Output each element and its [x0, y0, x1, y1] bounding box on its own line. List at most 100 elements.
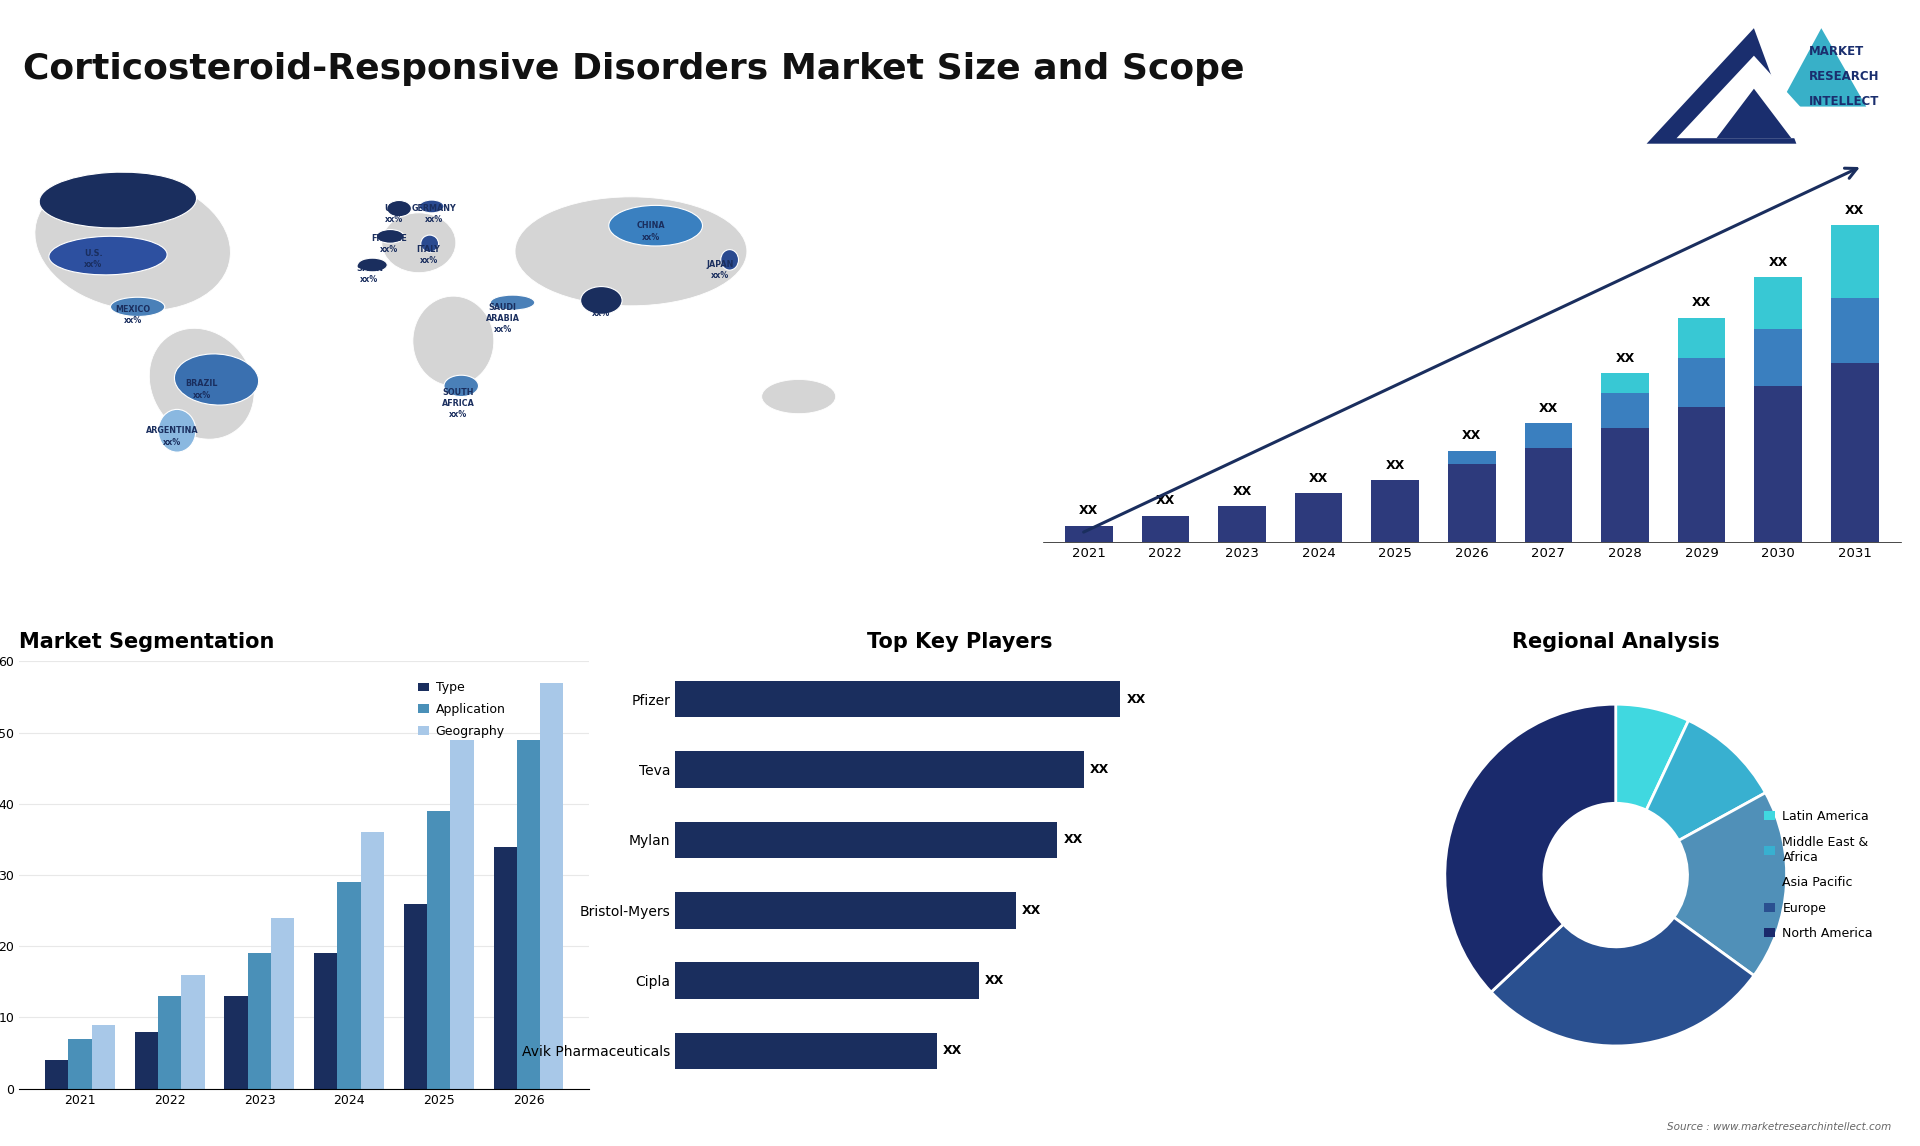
Text: XX: XX: [1091, 763, 1110, 776]
Ellipse shape: [515, 197, 747, 306]
Bar: [338, 882, 361, 1089]
Bar: [676, 752, 1083, 787]
Text: SAUDI
ARABIA
xx%: SAUDI ARABIA xx%: [486, 303, 520, 333]
Ellipse shape: [720, 250, 739, 270]
Ellipse shape: [609, 205, 703, 246]
Bar: [248, 953, 271, 1089]
Ellipse shape: [150, 329, 253, 439]
Bar: [271, 918, 294, 1089]
Text: MEXICO
xx%: MEXICO xx%: [115, 305, 150, 324]
Bar: [676, 681, 1121, 717]
Ellipse shape: [157, 409, 196, 453]
Text: Source : www.marketresearchintellect.com: Source : www.marketresearchintellect.com: [1667, 1122, 1891, 1132]
Text: FRANCE
xx%: FRANCE xx%: [371, 234, 407, 254]
Text: CHINA
xx%: CHINA xx%: [636, 221, 664, 242]
Bar: [1832, 298, 1878, 363]
Bar: [403, 903, 426, 1089]
Ellipse shape: [382, 213, 455, 273]
Polygon shape: [1676, 56, 1828, 139]
Ellipse shape: [48, 236, 167, 275]
Bar: [315, 953, 338, 1089]
Bar: [1832, 363, 1878, 542]
Bar: [1832, 226, 1878, 298]
Bar: [1678, 359, 1726, 407]
Text: XX: XX: [1064, 833, 1083, 847]
Text: XX: XX: [1021, 904, 1041, 917]
Wedge shape: [1617, 704, 1688, 810]
Text: U.K.
xx%: U.K. xx%: [384, 204, 403, 225]
Bar: [1294, 493, 1342, 542]
Bar: [1755, 277, 1803, 329]
Text: XX: XX: [1845, 204, 1864, 217]
Wedge shape: [1492, 917, 1755, 1046]
Bar: [1678, 407, 1726, 542]
Bar: [676, 822, 1058, 858]
Text: GERMANY
xx%: GERMANY xx%: [411, 204, 455, 225]
Ellipse shape: [490, 296, 536, 311]
Polygon shape: [1778, 29, 1866, 107]
Polygon shape: [1647, 29, 1797, 143]
Ellipse shape: [175, 354, 259, 405]
Bar: [1524, 448, 1572, 542]
Bar: [1601, 393, 1649, 429]
Ellipse shape: [420, 235, 438, 252]
Text: SOUTH
AFRICA
xx%: SOUTH AFRICA xx%: [442, 388, 474, 419]
Bar: [157, 996, 180, 1089]
Text: XX: XX: [1538, 402, 1557, 415]
Text: RESEARCH: RESEARCH: [1809, 70, 1880, 83]
Bar: [540, 683, 563, 1089]
Text: XX: XX: [1127, 692, 1146, 706]
Bar: [1755, 329, 1803, 386]
Text: ARGENTINA
xx%: ARGENTINA xx%: [146, 426, 198, 447]
Bar: [516, 740, 540, 1089]
Text: JAPAN
xx%: JAPAN xx%: [707, 260, 733, 280]
Text: U.S.
xx%: U.S. xx%: [84, 249, 102, 269]
Bar: [426, 811, 451, 1089]
Ellipse shape: [386, 201, 411, 217]
Text: BRAZIL
xx%: BRAZIL xx%: [186, 379, 219, 400]
Bar: [1678, 317, 1726, 359]
Text: XX: XX: [1386, 458, 1405, 472]
Polygon shape: [1716, 88, 1791, 139]
Ellipse shape: [413, 296, 493, 386]
Ellipse shape: [762, 379, 835, 414]
Bar: [451, 740, 474, 1089]
Text: INTELLECT: INTELLECT: [1809, 95, 1880, 108]
Text: XX: XX: [1309, 472, 1329, 485]
Bar: [1142, 516, 1188, 542]
Text: XX: XX: [1079, 504, 1098, 517]
Text: XX: XX: [1463, 430, 1482, 442]
Text: ITALY
xx%: ITALY xx%: [417, 245, 440, 265]
Bar: [676, 963, 979, 999]
Wedge shape: [1674, 793, 1788, 975]
Wedge shape: [1645, 721, 1766, 840]
Ellipse shape: [35, 175, 230, 311]
Bar: [225, 996, 248, 1089]
Bar: [676, 1033, 937, 1069]
Ellipse shape: [444, 375, 478, 397]
Text: Market Segmentation: Market Segmentation: [19, 631, 275, 652]
Text: XX: XX: [1156, 494, 1175, 508]
Ellipse shape: [111, 297, 165, 316]
Bar: [69, 1039, 92, 1089]
Wedge shape: [1446, 704, 1617, 992]
Text: XX: XX: [943, 1044, 962, 1058]
Legend: Latin America, Middle East &
Africa, Asia Pacific, Europe, North America: Latin America, Middle East & Africa, Asi…: [1759, 806, 1878, 945]
Bar: [1448, 452, 1496, 464]
Bar: [1448, 464, 1496, 542]
Bar: [180, 975, 205, 1089]
Bar: [1601, 374, 1649, 393]
Text: Corticosteroid-Responsive Disorders Market Size and Scope: Corticosteroid-Responsive Disorders Mark…: [23, 52, 1244, 86]
Text: XX: XX: [1692, 297, 1711, 309]
Ellipse shape: [580, 286, 622, 314]
Title: Top Key Players: Top Key Players: [868, 631, 1052, 652]
Bar: [361, 832, 384, 1089]
Text: XX: XX: [985, 974, 1004, 987]
Text: INDIA
xx%: INDIA xx%: [589, 298, 614, 319]
Bar: [1371, 480, 1419, 542]
Text: CANADA
xx%: CANADA xx%: [94, 191, 132, 212]
Legend: Type, Application, Geography: Type, Application, Geography: [413, 676, 511, 743]
Text: XX: XX: [1615, 352, 1634, 364]
Bar: [1601, 429, 1649, 542]
Bar: [1524, 423, 1572, 448]
